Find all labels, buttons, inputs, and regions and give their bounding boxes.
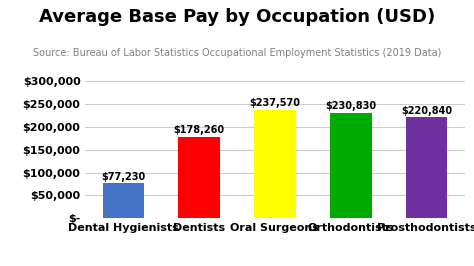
Text: Source: Bureau of Labor Statistics Occupational Employment Statistics (2019 Data: Source: Bureau of Labor Statistics Occup… bbox=[33, 48, 441, 58]
Text: $230,830: $230,830 bbox=[325, 102, 376, 111]
Text: Average Base Pay by Occupation (USD): Average Base Pay by Occupation (USD) bbox=[39, 8, 435, 26]
Bar bbox=[178, 137, 220, 218]
Text: $237,570: $237,570 bbox=[249, 98, 301, 109]
Text: $178,260: $178,260 bbox=[173, 126, 225, 135]
Bar bbox=[254, 110, 296, 218]
Bar bbox=[102, 183, 144, 218]
Bar bbox=[406, 117, 447, 218]
Text: $77,230: $77,230 bbox=[101, 172, 146, 181]
Text: $220,840: $220,840 bbox=[401, 106, 452, 116]
Bar bbox=[330, 113, 372, 218]
